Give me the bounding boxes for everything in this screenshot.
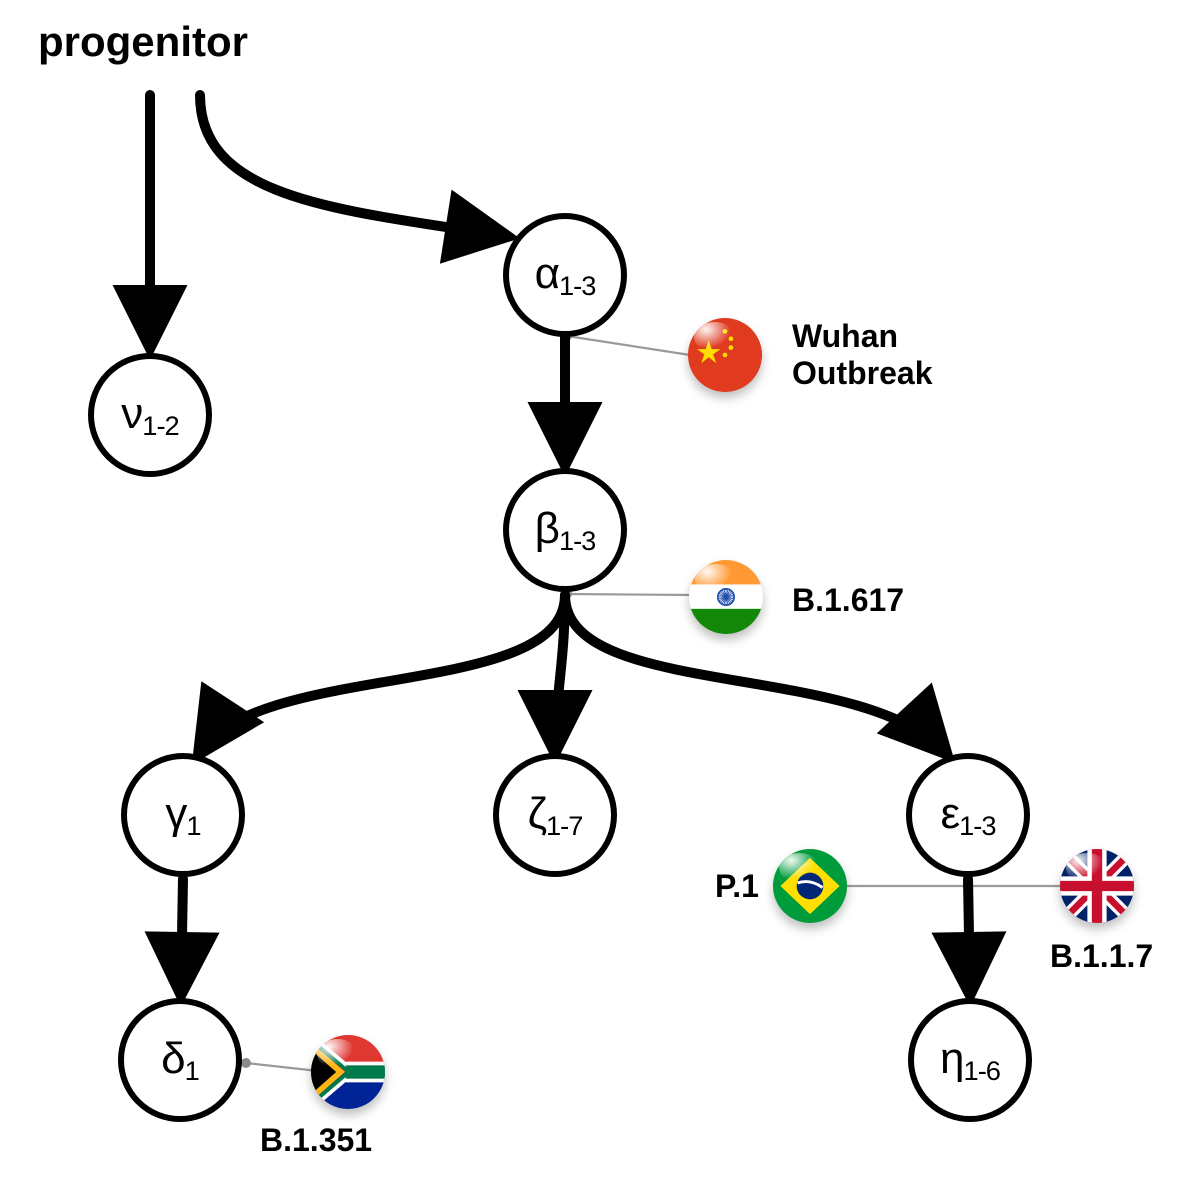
annot-line-a-china — [567, 336, 690, 355]
flag-china-icon — [688, 318, 762, 392]
annotation-b117: B.1.1.7 — [1050, 938, 1153, 975]
edge-eps-eta — [968, 879, 970, 992]
node-delta: δ1 — [118, 998, 242, 1122]
annot-dot-a-sa — [241, 1058, 251, 1068]
annotation-p1: P.1 — [715, 868, 759, 905]
phylogeny-diagram: { "canvas": { "w": 1200, "h": 1200, "bg"… — [0, 0, 1200, 1200]
node-nu: ν1-2 — [88, 353, 212, 477]
annotation-b1351: B.1.351 — [260, 1122, 372, 1159]
node-gamma: γ1 — [121, 753, 245, 877]
flag-south-africa-icon — [311, 1035, 385, 1109]
annotation-wuhan-outbreak: WuhanOutbreak — [792, 318, 932, 392]
flag-brazil-icon — [773, 849, 847, 923]
flag-india-icon — [689, 560, 763, 634]
node-eta: η1-6 — [908, 998, 1032, 1122]
node-beta: β1-3 — [503, 468, 627, 592]
edge-prog-alpha — [200, 95, 505, 236]
node-alpha: α1-3 — [503, 213, 627, 337]
annotation-b1617: B.1.617 — [792, 582, 904, 619]
annot-line-a-india — [567, 594, 693, 595]
edge-gamma-delta — [181, 879, 183, 992]
node-zeta: ζ1-7 — [493, 753, 617, 877]
node-epsilon: ε1-3 — [906, 753, 1030, 877]
flag-uk-icon — [1060, 849, 1134, 923]
annot-line-a-sa — [246, 1063, 318, 1071]
edge-beta-gamma — [200, 595, 565, 752]
progenitor-title: progenitor — [38, 18, 248, 66]
